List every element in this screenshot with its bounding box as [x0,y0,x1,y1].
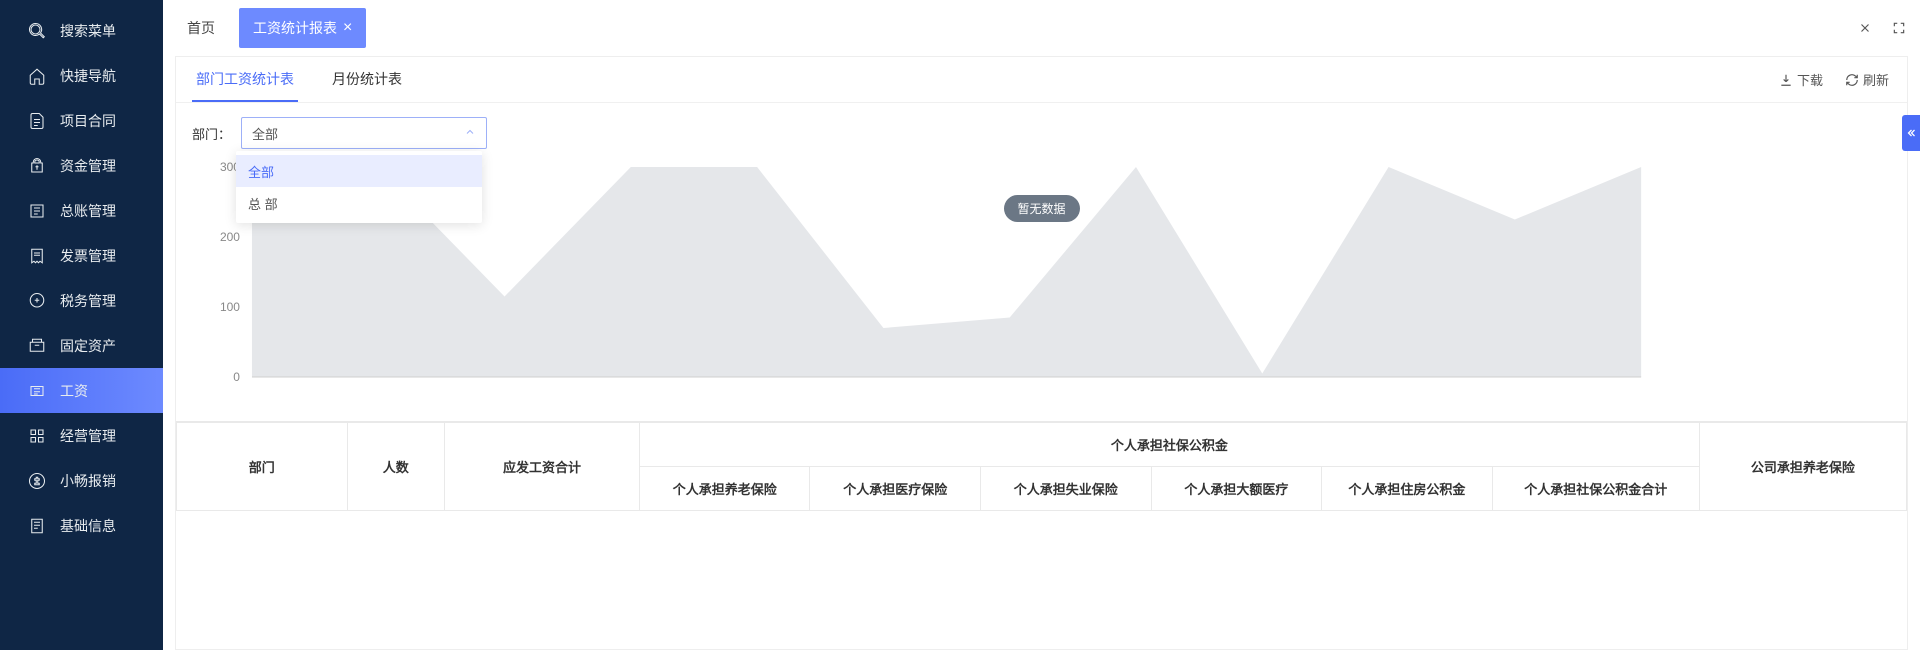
money-icon [28,157,46,175]
asset-icon [28,337,46,355]
table-header: 部门 [177,423,348,511]
refresh-label: 刷新 [1863,70,1889,89]
sidebar-item-money[interactable]: 资金管理 [0,143,163,188]
sidebar-item-label: 小畅报销 [60,471,116,491]
svg-text:0: 0 [233,370,240,384]
biz-icon [28,427,46,445]
info-icon [28,517,46,535]
fullscreen-icon[interactable] [1888,17,1910,39]
svg-text:100: 100 [220,300,240,314]
sidebar-item-invoice[interactable]: 发票管理 [0,233,163,278]
table-subheader: 个人承担大额医疗 [1151,467,1322,511]
table-subheader: 个人承担社保公积金合计 [1492,467,1699,511]
salary-icon [28,382,46,400]
invoice-icon [28,247,46,265]
salary-table: 部门人数应发工资合计个人承担社保公积金公司承担养老保险个人承担养老保险个人承担医… [176,422,1907,511]
sidebar-item-label: 经营管理 [60,426,116,446]
collapse-handle[interactable] [1902,115,1920,151]
sidebar-item-ledger[interactable]: 总账管理 [0,188,163,233]
tab-salary-report[interactable]: 工资统计报表 × [239,8,366,48]
subtab-department[interactable]: 部门工资统计表 [192,57,298,102]
subtabs: 部门工资统计表 月份统计表 下载 刷新 [176,57,1907,103]
table-header: 人数 [347,423,444,511]
close-all-icon[interactable] [1854,17,1876,39]
sidebar-item-label: 资金管理 [60,156,116,176]
sidebar-item-reimburse[interactable]: 小畅报销 [0,458,163,503]
search-icon [28,22,46,40]
table-header: 应发工资合计 [445,423,640,511]
chevron-up-icon [464,126,476,141]
doc-icon [28,112,46,130]
subtab-month[interactable]: 月份统计表 [328,57,406,102]
tab-home[interactable]: 首页 [175,18,227,38]
top-tabbar: 首页 工资统计报表 × [163,0,1920,56]
sidebar-item-label: 搜索菜单 [60,21,116,41]
sidebar-item-label: 发票管理 [60,246,116,266]
sidebar-item-label: 基础信息 [60,516,116,536]
sidebar-item-home[interactable]: 快捷导航 [0,53,163,98]
department-select[interactable]: 全部 [241,117,487,149]
sidebar-item-label: 总账管理 [60,201,116,221]
refresh-button[interactable]: 刷新 [1845,70,1889,89]
home-icon [28,67,46,85]
sidebar-item-asset[interactable]: 固定资产 [0,323,163,368]
sidebar-item-label: 工资 [60,381,88,401]
table-subheader: 个人承担失业保险 [981,467,1152,511]
tab-close-icon[interactable]: × [343,19,352,37]
download-button[interactable]: 下载 [1779,70,1823,89]
tax-icon [28,292,46,310]
ledger-icon [28,202,46,220]
department-dropdown: 全部总 部 [236,151,482,223]
reimburse-icon [28,472,46,490]
tab-active-label: 工资统计报表 [253,18,337,38]
sidebar-item-doc[interactable]: 项目合同 [0,98,163,143]
sidebar-item-label: 固定资产 [60,336,116,356]
svg-text:200: 200 [220,230,240,244]
sidebar-item-label: 项目合同 [60,111,116,131]
table-subheader: 个人承担住房公积金 [1322,467,1493,511]
sidebar-item-biz[interactable]: 经营管理 [0,413,163,458]
table-group-header: 个人承担社保公积金 [639,423,1699,467]
filter-label: 部门： [192,124,231,143]
sidebar-item-search[interactable]: 搜索菜单 [0,8,163,53]
dropdown-option[interactable]: 总 部 [236,187,482,219]
table-subheader: 个人承担养老保险 [639,467,810,511]
sidebar-item-tax[interactable]: 税务管理 [0,278,163,323]
sidebar: 搜索菜单快捷导航项目合同资金管理总账管理发票管理税务管理固定资产工资经营管理小畅… [0,0,163,650]
sidebar-item-label: 税务管理 [60,291,116,311]
main-area: 首页 工资统计报表 × 部门工资统计表 月份统计表 [163,0,1920,650]
sidebar-item-info[interactable]: 基础信息 [0,503,163,548]
table-subheader: 个人承担医疗保险 [810,467,981,511]
download-label: 下载 [1797,70,1823,89]
sidebar-item-label: 快捷导航 [60,66,116,86]
sidebar-item-salary[interactable]: 工资 [0,368,163,413]
dropdown-option[interactable]: 全部 [236,155,482,187]
content-card: 部门工资统计表 月份统计表 下载 刷新 部门： 全部 [175,56,1908,650]
table-header: 公司承担养老保险 [1699,423,1906,511]
filter-row: 部门： 全部 全部总 部 [176,103,1907,159]
select-value: 全部 [252,124,278,143]
table-wrap: 部门人数应发工资合计个人承担社保公积金公司承担养老保险个人承担养老保险个人承担医… [176,421,1907,511]
chart-empty-badge: 暂无数据 [1003,195,1079,222]
